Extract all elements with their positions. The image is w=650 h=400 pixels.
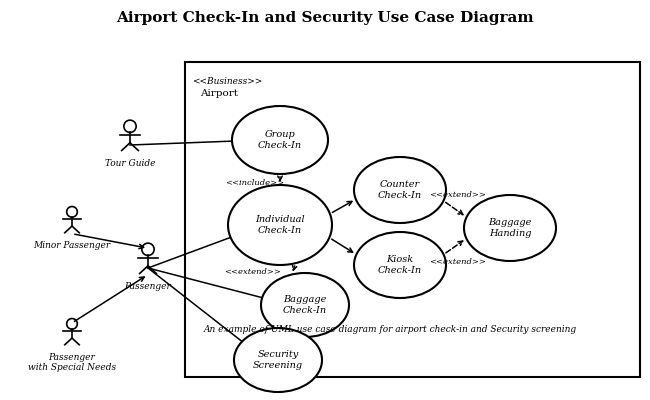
Ellipse shape — [354, 157, 446, 223]
Text: Baggage
Handing: Baggage Handing — [488, 218, 532, 238]
Text: <<extend>>: <<extend>> — [430, 258, 486, 266]
Text: Passenger: Passenger — [125, 282, 172, 291]
Text: Baggage
Check-In: Baggage Check-In — [283, 295, 327, 315]
Ellipse shape — [228, 185, 332, 265]
Ellipse shape — [354, 232, 446, 298]
Text: Individual
Check-In: Individual Check-In — [255, 215, 305, 235]
Ellipse shape — [464, 195, 556, 261]
Text: Security
Screening: Security Screening — [253, 350, 303, 370]
Ellipse shape — [234, 328, 322, 392]
Text: <<extend>>: <<extend>> — [430, 191, 486, 199]
Ellipse shape — [232, 106, 328, 174]
Text: <<include>>: <<include>> — [226, 179, 285, 187]
Text: Airport: Airport — [200, 89, 238, 98]
Text: Counter
Check-In: Counter Check-In — [378, 180, 422, 200]
Ellipse shape — [261, 273, 349, 337]
Text: <<Business>>: <<Business>> — [192, 77, 262, 86]
Text: Kiosk
Check-In: Kiosk Check-In — [378, 255, 422, 275]
Text: Tour Guide: Tour Guide — [105, 159, 155, 168]
Text: Airport Check-In and Security Use Case Diagram: Airport Check-In and Security Use Case D… — [116, 11, 534, 25]
Text: Minor Passenger: Minor Passenger — [33, 240, 110, 250]
Text: Group
Check-In: Group Check-In — [258, 130, 302, 150]
Text: <<extend>>: <<extend>> — [224, 268, 281, 276]
Text: Passenger
with Special Needs: Passenger with Special Needs — [28, 352, 116, 372]
Bar — [185, 62, 640, 377]
Text: An example of UML use case diagram for airport check-in and Security screening: An example of UML use case diagram for a… — [203, 326, 577, 334]
